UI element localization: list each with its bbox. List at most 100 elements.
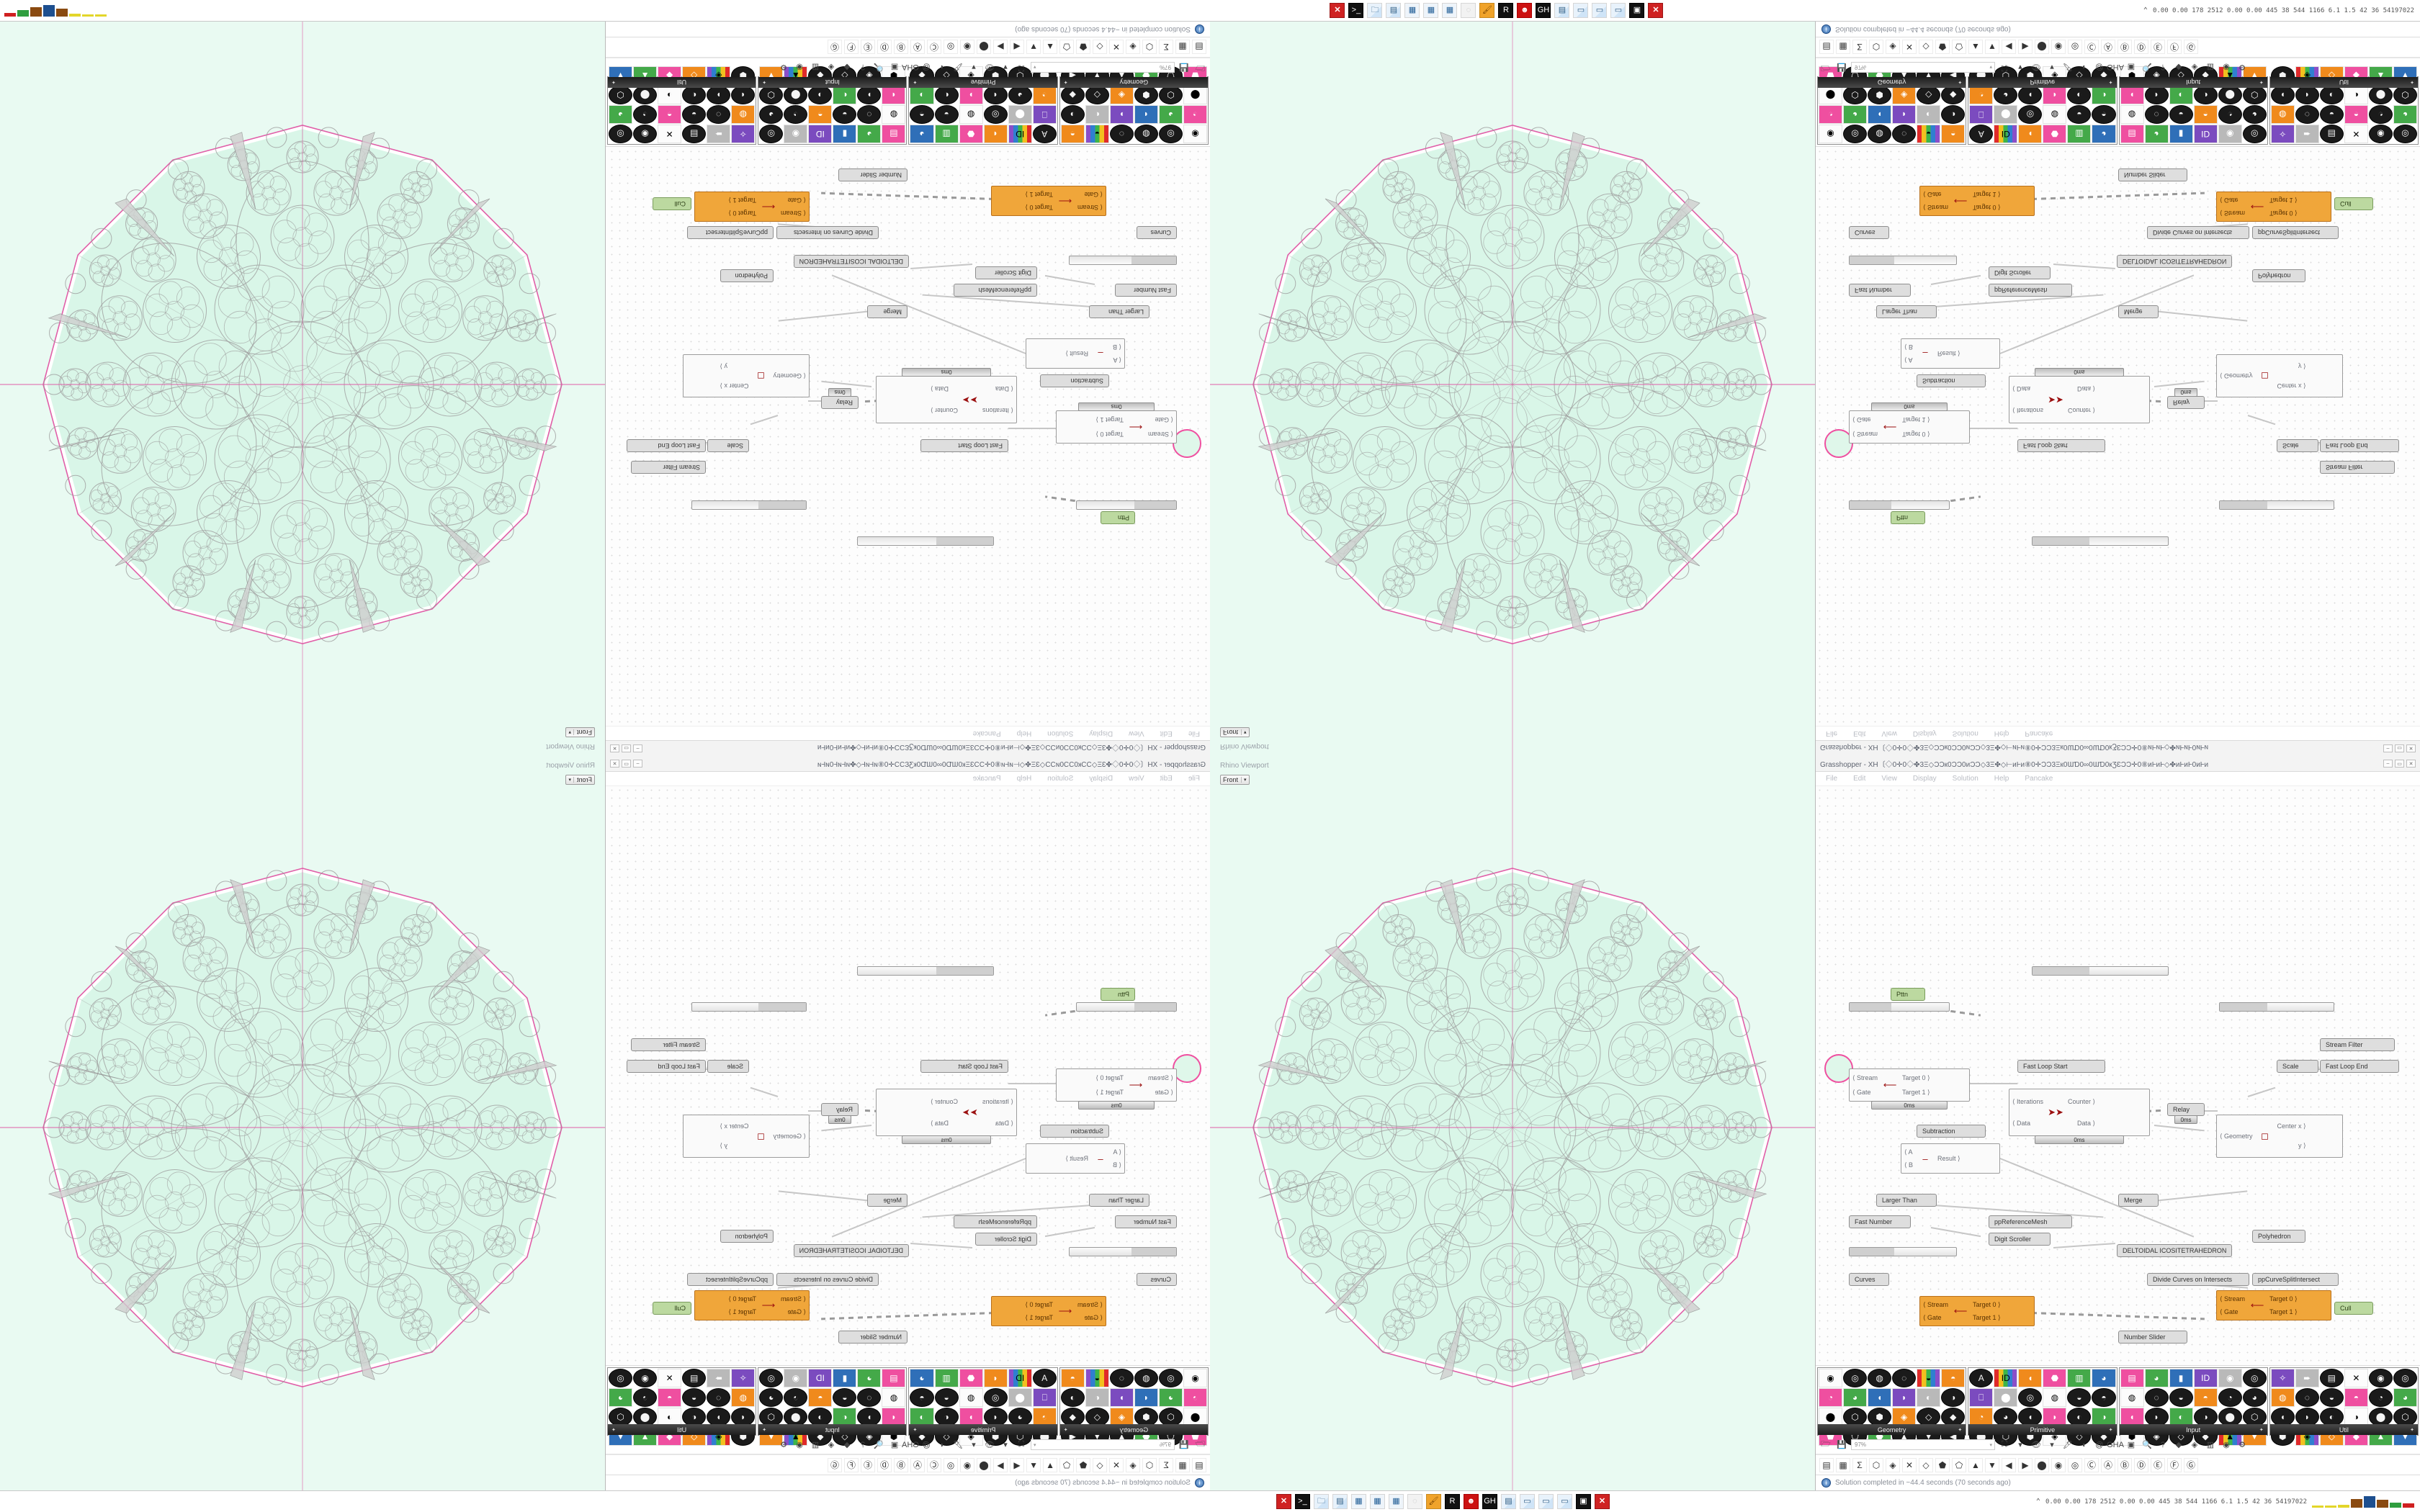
- folder-icon[interactable]: 🗀: [1313, 1494, 1329, 1509]
- minimize-button[interactable]: –: [633, 744, 642, 752]
- remote-panel-icon[interactable]: ▥: [2206, 63, 2215, 71]
- input-port[interactable]: ⟨ A: [1904, 1148, 1913, 1156]
- input-port[interactable]: ⟨ Stream: [1147, 1074, 1173, 1081]
- save-file-icon[interactable]: 💾: [1837, 63, 1847, 71]
- palette-component-icon[interactable]: ◕: [1008, 86, 1032, 104]
- geometry-component[interactable]: ⟨ Geometry ◻ Center x ⟩ y ⟩: [683, 1115, 810, 1158]
- fast-loop-end-component[interactable]: Fast Loop End: [2320, 439, 2399, 452]
- component-tool-icon[interactable]: ▤: [1819, 40, 1834, 55]
- polyline-component[interactable]: Polyhedron: [2252, 1230, 2305, 1243]
- ppcurve-component[interactable]: ppCurveSplitIntersect: [2252, 226, 2339, 239]
- gha-assembly-icon[interactable]: GHA: [902, 63, 919, 72]
- mask-icon[interactable]: ☻: [1463, 1494, 1479, 1509]
- palette-component-icon[interactable]: ◍: [1868, 1369, 1892, 1387]
- palette-component-icon[interactable]: ◎: [1843, 1369, 1868, 1387]
- green-cull[interactable]: Cull: [2334, 197, 2373, 210]
- palette-component-icon[interactable]: ◍: [1868, 125, 1892, 143]
- stream-filter-component[interactable]: Stream Filter: [2320, 461, 2395, 474]
- green-pattern[interactable]: Pttn: [1101, 988, 1135, 1001]
- palette-component-icon[interactable]: ⬤: [1819, 1408, 1843, 1426]
- preview-dropdown-icon[interactable]: ▾: [972, 1441, 976, 1449]
- preview-dropdown-icon[interactable]: ▾: [972, 63, 976, 71]
- output-port[interactable]: Counter ⟩: [2068, 407, 2096, 415]
- palette-component-icon[interactable]: ◒: [682, 1388, 707, 1407]
- relay-component[interactable]: Relay 0ms: [821, 388, 859, 409]
- palette-component-icon[interactable]: ◗: [707, 86, 731, 104]
- profiler-icon[interactable]: ◈: [828, 1441, 835, 1449]
- output-port[interactable]: Target 0 ⟩: [1095, 431, 1124, 438]
- palette-component-icon[interactable]: ◑: [2092, 86, 2116, 104]
- palette-component-icon[interactable]: ✕: [658, 1369, 682, 1387]
- save-file-icon[interactable]: 💾: [1837, 1441, 1847, 1449]
- fast-loop-start-component[interactable]: Fast Loop Start: [2017, 439, 2105, 452]
- merge-component[interactable]: Merge: [2118, 305, 2159, 318]
- ribbon[interactable]: ◉◎◍◌◒◓◔◕◖◗◐◑⬤⬡⬢◈◇◆⬟⬠⬣▲▼◀ Geometry AID◖⬣▥…: [1816, 22, 2420, 147]
- palette-component-icon[interactable]: ◐: [682, 86, 707, 104]
- palette-component-icon[interactable]: ⬢: [1134, 86, 1158, 104]
- divide-curves-component[interactable]: Divide Curves on Intersects: [2147, 226, 2249, 239]
- palette-grid[interactable]: ✧ ➨ ▤ ✕ ◉ ◎ ◍ ◌ ◒ ◓ ◔ ◕ ◖ ◗ ◐ ◑ ⬤ ⬡ ⬢ ◈ ◇ ◆ ▲ ▼: [608, 1368, 756, 1446]
- node-canvas[interactable]: ⟨ Stream ⟨ Gate ⟵ Target 0 ⟩ Target 1 ⟩ 0ms…: [606, 147, 1210, 726]
- zoom-extents-dropdown-icon[interactable]: ▾: [2018, 63, 2022, 71]
- palette-component-icon[interactable]: ➨: [2295, 125, 2319, 143]
- palette-component-icon[interactable]: ⬣: [959, 1369, 983, 1387]
- palette-component-icon[interactable]: ✕: [658, 125, 682, 143]
- palette-component-icon[interactable]: ◖: [2120, 86, 2144, 104]
- palette-component-icon[interactable]: ➨: [707, 1369, 731, 1387]
- component-tool-icon[interactable]: ◇: [1919, 40, 1933, 55]
- component-tool-icon[interactable]: Ⓑ: [894, 1457, 908, 1472]
- output-port[interactable]: y ⟩: [720, 1142, 727, 1149]
- menu-item-edit[interactable]: Edit: [1160, 775, 1173, 783]
- rhino-viewport-panel[interactable]: Rhino Viewport Front ▾: [1210, 22, 1815, 756]
- palette-component-icon[interactable]: ◐: [934, 86, 959, 104]
- help-icon[interactable]: ?: [860, 63, 866, 72]
- palette-component-icon[interactable]: ◓: [658, 105, 682, 124]
- palette-component-icon[interactable]: ◖: [731, 86, 756, 104]
- fast-loop-end-component[interactable]: Fast Loop End: [627, 439, 706, 452]
- component-tool-icon[interactable]: ◎: [2068, 40, 2082, 55]
- palette-component-icon[interactable]: ⬡: [609, 86, 633, 104]
- output-port[interactable]: Target 1 ⟩: [1025, 1313, 1053, 1321]
- component-tool-icon[interactable]: Ⓑ: [894, 40, 908, 55]
- quadrant-bottom-right[interactable]: Grasshopper - XH〔◇0✛0◇✤3Ξ◇ƆƆк0ƆƆ0иƆƆ◇3Ξ✤…: [1210, 756, 2420, 1490]
- palette-component-icon[interactable]: ▥: [2067, 1369, 2092, 1387]
- component-tool-icon[interactable]: Ⓒ: [2084, 1457, 2099, 1472]
- grasshopper-window[interactable]: Grasshopper - XH〔◇0✛0◇✤3Ξ◇ƆƆк0ƆƆ0иƆƆ◇3Ξ✤…: [1815, 756, 2420, 1490]
- palette-component-icon[interactable]: ◓: [1060, 1369, 1085, 1387]
- palette-component-icon[interactable]: A: [1969, 1369, 1994, 1387]
- fast-number-component[interactable]: Fast Number: [1115, 1215, 1177, 1228]
- palette-component-icon[interactable]: ◔: [1819, 1388, 1843, 1407]
- component-tool-icon[interactable]: ▼: [1026, 1457, 1041, 1472]
- screen-capture-icon[interactable]: ▣: [2127, 1441, 2136, 1449]
- curves-component[interactable]: Curves: [1849, 226, 1889, 239]
- palette-component-icon[interactable]: ⎕: [1969, 105, 1994, 124]
- terminal-icon[interactable]: >_: [1348, 3, 1364, 18]
- input-port[interactable]: ⟨ B: [1112, 1161, 1121, 1169]
- palette-component-icon[interactable]: ◖: [2270, 86, 2295, 104]
- palette-component-icon[interactable]: ◍: [882, 105, 906, 124]
- menu-item-edit[interactable]: Edit: [1160, 729, 1173, 737]
- transform-component[interactable]: ppReferenceMesh: [954, 284, 1037, 297]
- geometry-component[interactable]: ⟨ Geometry ◻ Center x ⟩ y ⟩: [683, 354, 810, 397]
- component-tool-icon[interactable]: ◀: [1010, 40, 1024, 55]
- palette-component-icon[interactable]: ◖: [2018, 1369, 2043, 1387]
- stream-filter-component[interactable]: Stream Filter: [631, 1038, 706, 1051]
- palette-component-icon[interactable]: ID: [808, 125, 833, 143]
- number-slider[interactable]: [1849, 500, 1950, 510]
- palette-component-icon[interactable]: ✕: [2344, 125, 2368, 143]
- ribbon-tab-input[interactable]: Input: [758, 77, 907, 88]
- chevron-down-icon[interactable]: ▾: [568, 777, 574, 783]
- ribbon-tab-primitive[interactable]: Primitive: [909, 1424, 1057, 1435]
- palette-component-icon[interactable]: ⬡: [2242, 1408, 2267, 1426]
- at-icon[interactable]: @: [2095, 1440, 2104, 1449]
- zoom-extents-dropdown-icon[interactable]: ▾: [1003, 63, 1008, 71]
- deltoidal-component[interactable]: DELTOIDAL ICOSITETRAHEDRON: [793, 255, 909, 268]
- ppcurve-component[interactable]: ppCurveSplitIntersect: [687, 226, 774, 239]
- palette-component-icon[interactable]: ▮: [833, 125, 857, 143]
- bake-icon[interactable]: 🖊: [953, 1441, 963, 1449]
- input-port[interactable]: ⟨ Stream: [1077, 1300, 1103, 1308]
- input-port[interactable]: ⟨ Data: [995, 385, 1013, 393]
- notes-icon[interactable]: ▦: [1388, 1494, 1404, 1509]
- component-tool-icon[interactable]: ▦: [1836, 1457, 1850, 1472]
- menu-bar[interactable]: File Edit View Display Solution Help Pancake: [606, 772, 1210, 786]
